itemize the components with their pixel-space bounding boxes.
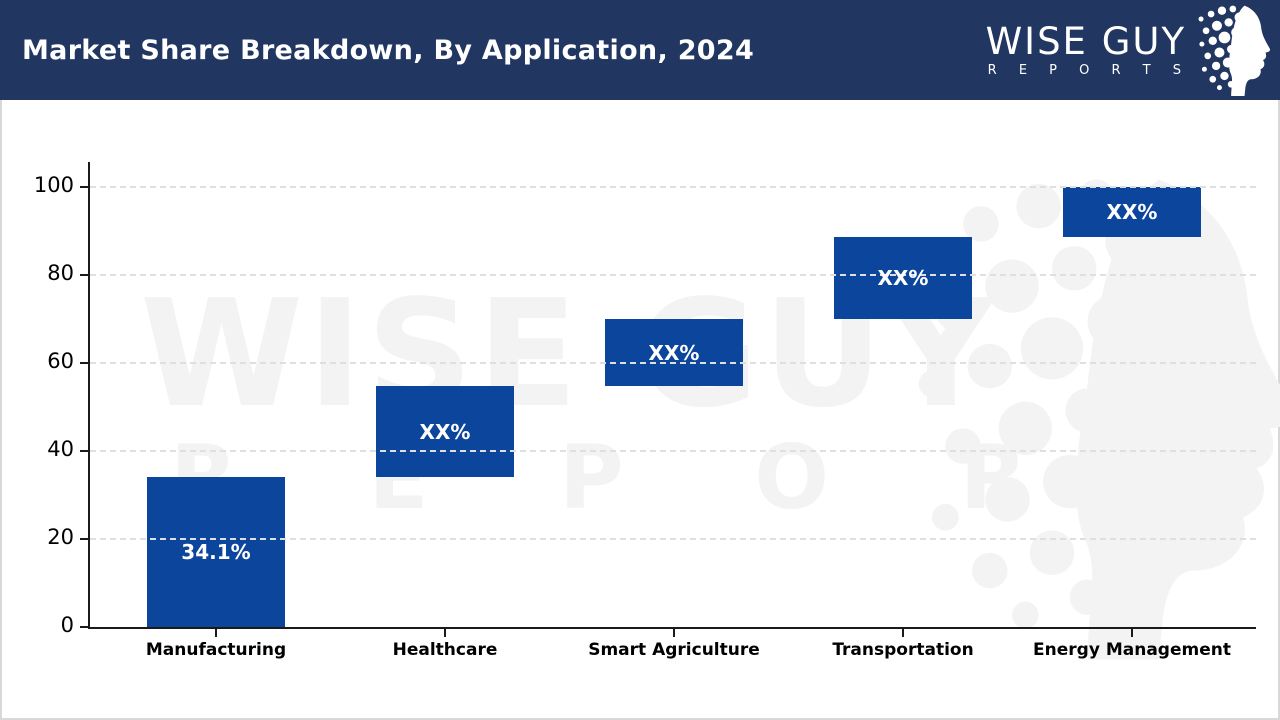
x-category-label: Healthcare [392, 640, 498, 660]
bar-segment [834, 237, 972, 319]
logo-subtitle: R E P O R T S [987, 63, 1190, 78]
x-tick-mark [902, 629, 904, 637]
y-tick-mark [80, 450, 88, 452]
y-tick-mark [80, 186, 88, 188]
y-axis-spine [88, 162, 90, 629]
x-category-label: Manufacturing [145, 640, 287, 660]
watermark-head-icon [914, 179, 1280, 660]
x-tick-mark [215, 629, 217, 637]
logo-wordmark: WISE GUY [985, 20, 1187, 63]
bar-value-label: 34.1% [181, 539, 251, 564]
y-tick-mark [80, 362, 88, 364]
gridline [90, 274, 1256, 276]
gridline [90, 450, 1256, 452]
gridline [90, 186, 1256, 188]
gridline [90, 538, 1256, 540]
logo-head-icon [1198, 5, 1271, 96]
y-tick-label: 100 [33, 173, 74, 197]
bar-value-label: XX% [877, 266, 929, 291]
y-tick-mark [80, 626, 88, 628]
logo-text: WISE GUY R E P O R T S [982, 20, 1190, 79]
y-tick-label: 80 [47, 261, 74, 285]
bar-segment [376, 386, 514, 477]
x-category-label: Transportation [832, 640, 974, 660]
y-tick-label: 60 [47, 349, 74, 373]
x-tick-mark [1131, 629, 1133, 637]
plot-area: 0 20 40 60 80 100 34.1% XX% XX% XX% XX% Manufacturi… [2, 100, 1278, 718]
bar-segment [1063, 187, 1201, 238]
bar-value-label: XX% [1106, 200, 1158, 225]
bar-segment [605, 319, 743, 387]
y-tick-mark [80, 538, 88, 540]
x-axis-spine [88, 627, 1256, 629]
y-tick-label: 0 [60, 613, 74, 637]
chart-canvas: WISE GUY R E P O R T S 02040608010034.1%… [0, 100, 1280, 720]
bar-value-label: XX% [419, 419, 471, 444]
header-bar: Market Share Breakdown, By Application, … [0, 0, 1280, 100]
bar-segment [147, 476, 285, 627]
gridline [90, 362, 1256, 364]
page-title: Market Share Breakdown, By Application, … [22, 34, 755, 66]
x-category-label: Smart Agriculture [588, 640, 760, 660]
wise-guy-logo: WISE GUY R E P O R T S [982, 0, 1272, 100]
y-tick-mark [80, 274, 88, 276]
y-tick-label: 20 [47, 525, 74, 549]
x-category-label: Energy Management [1033, 640, 1231, 660]
x-tick-mark [673, 629, 675, 637]
bar-value-label: XX% [648, 340, 700, 365]
x-tick-mark [444, 629, 446, 637]
y-tick-label: 40 [47, 437, 74, 461]
